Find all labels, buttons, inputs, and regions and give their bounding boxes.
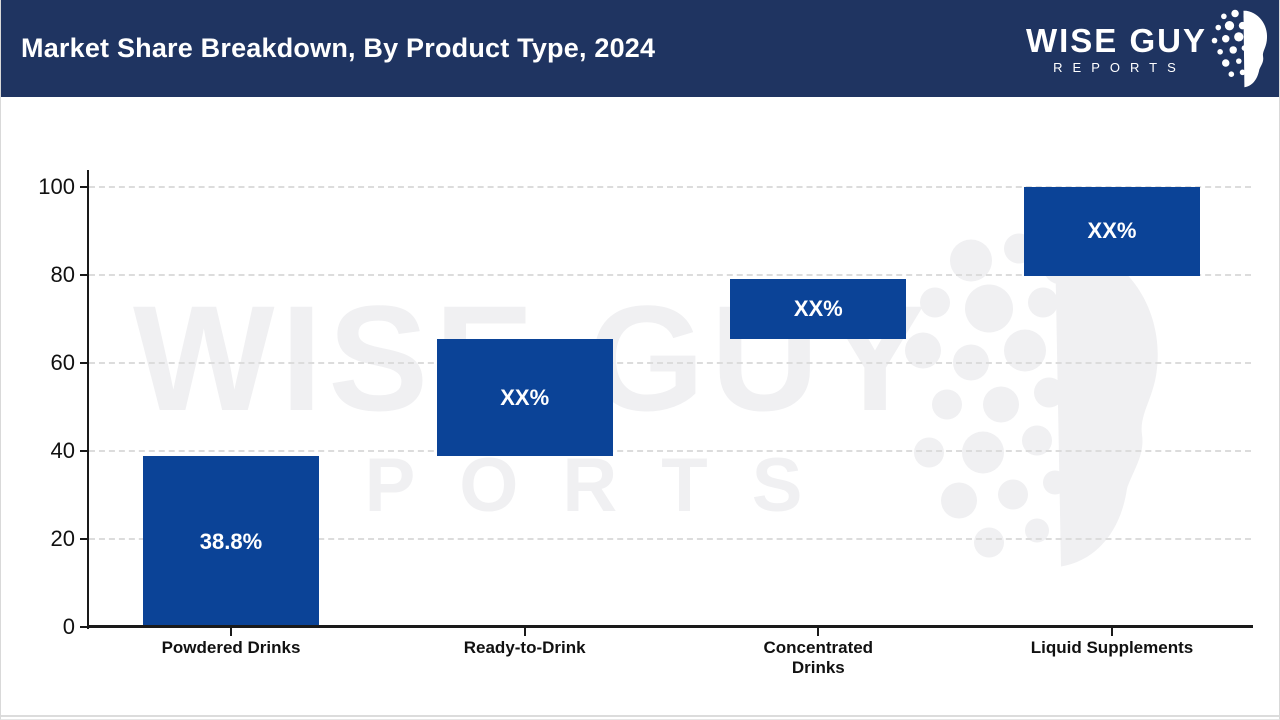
x-tick-label: Powdered Drinks: [161, 638, 301, 657]
gridline: [89, 274, 1251, 276]
header-bar: Market Share Breakdown, By Product Type,…: [1, 0, 1279, 97]
x-axis-tick: [523, 628, 526, 636]
gridline: [89, 186, 1251, 188]
gridline: [89, 362, 1251, 364]
y-tick-label: 100: [38, 174, 75, 199]
brand-head-icon: [1211, 9, 1268, 88]
bar-value-label: XX%: [793, 295, 843, 321]
x-tick-label: Liquid Supplements: [1030, 638, 1194, 657]
y-tick-label: 20: [50, 526, 75, 551]
brand-tagline: REPORTS: [1053, 60, 1186, 75]
watermark-head-icon: [905, 233, 1158, 567]
y-axis: [87, 170, 89, 629]
x-axis-tick: [817, 628, 820, 636]
y-tick-label: 0: [62, 614, 75, 639]
y-axis-tick: [80, 538, 87, 540]
x-axis: [87, 625, 1253, 628]
y-axis-tick: [80, 274, 87, 276]
brand-logo-text: WISE GUY REPORTS: [1025, 22, 1207, 76]
bar: XX%: [730, 278, 907, 340]
x-tick-label: Concentrated Drinks: [763, 638, 874, 677]
brand-logo: WISE GUY REPORTS: [1026, 6, 1269, 92]
bar: 38.8%: [143, 456, 319, 627]
bar-value-label: XX%: [500, 384, 550, 410]
x-axis-tick: [1111, 628, 1113, 636]
gridline: [89, 450, 1251, 452]
brand-name: WISE GUY: [1025, 22, 1207, 59]
bar-value-label: 38.8%: [199, 528, 263, 554]
y-tick-label: 60: [50, 350, 75, 375]
x-axis-tick: [230, 628, 232, 636]
gridline: [89, 538, 1251, 540]
y-axis-tick: [80, 450, 87, 452]
y-axis-tick: [80, 362, 87, 364]
bar-value-label: XX%: [1087, 218, 1137, 244]
y-axis-tick: [80, 186, 87, 188]
y-tick-label: 40: [50, 438, 75, 463]
bar: XX%: [436, 339, 613, 457]
y-axis-tick: [80, 626, 87, 628]
x-tick-label: Ready-to-Drink: [463, 638, 586, 657]
chart-title: Market Share Breakdown, By Product Type,…: [21, 33, 656, 63]
bar: XX%: [1024, 187, 1200, 276]
y-tick-label: 80: [50, 262, 75, 287]
bottom-divider: [1, 715, 1279, 717]
